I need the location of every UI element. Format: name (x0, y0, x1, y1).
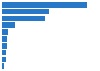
Bar (2, 9, 49, 14)
Bar (2, 2, 87, 8)
Bar (2, 36, 7, 42)
Bar (2, 29, 8, 35)
Bar (2, 57, 6, 62)
Bar (2, 63, 4, 69)
Bar (2, 16, 45, 21)
Bar (2, 43, 7, 48)
Bar (2, 50, 6, 55)
Bar (2, 23, 16, 28)
